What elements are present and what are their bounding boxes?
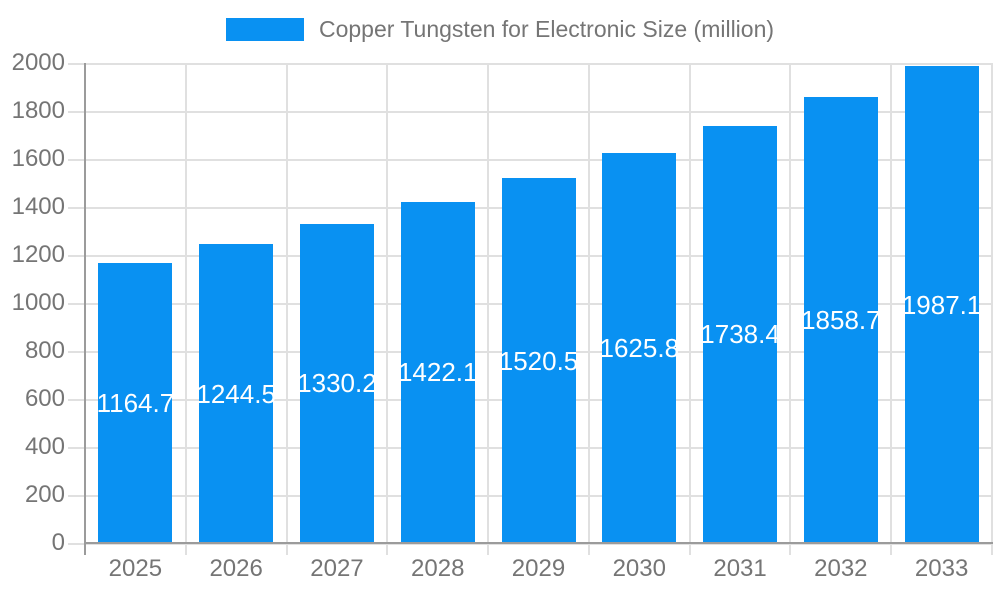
bar-value-label: 1520.5: [498, 345, 579, 376]
gridline-vertical: [184, 63, 187, 555]
x-axis-label: 2030: [612, 555, 666, 582]
x-axis-line: [84, 542, 993, 544]
y-axis-label: 2000: [11, 49, 65, 76]
y-axis-label: 400: [24, 433, 65, 460]
bar-2029[interactable]: [501, 178, 576, 543]
y-axis-line: [84, 63, 86, 555]
x-axis-label: 2029: [511, 555, 566, 582]
y-axis-label: 0: [51, 529, 65, 556]
bar-2025[interactable]: [98, 263, 173, 543]
gridline-vertical: [386, 63, 389, 555]
y-axis-label: 800: [24, 337, 65, 364]
bar-2032[interactable]: [803, 96, 878, 543]
bar-2030[interactable]: [602, 152, 677, 543]
x-axis-label: 2033: [914, 555, 969, 582]
bar-value-label: 1164.7: [96, 388, 175, 419]
y-axis-label: 1200: [11, 241, 65, 268]
gridline-vertical: [991, 63, 993, 555]
bar-value-label: 1987.1: [901, 289, 982, 320]
y-axis-label: 1600: [11, 145, 65, 172]
x-axis-label: 2027: [310, 555, 364, 582]
x-axis-label: 2031: [713, 555, 767, 582]
legend: Copper Tungsten for Electronic Size (mil…: [0, 16, 1000, 43]
gridline-vertical: [487, 63, 490, 555]
bar-2033[interactable]: [904, 66, 979, 543]
gridline-horizontal: [68, 111, 992, 113]
legend-item[interactable]: Copper Tungsten for Electronic Size (mil…: [225, 16, 775, 43]
y-axis-label: 600: [24, 385, 65, 412]
gridline-vertical: [688, 63, 691, 555]
plot-area: 1164.7 1244.5 1330.2 1422.1 1520.5 1625.8 1738…: [68, 63, 993, 581]
bar-value-label: 1422.1: [397, 357, 478, 388]
gridline-horizontal: [68, 159, 992, 161]
gridline-horizontal: [68, 543, 992, 545]
bar-value-label: 1330.2: [297, 368, 377, 399]
bar-value-label: 1738.4: [700, 319, 780, 350]
gridline-vertical: [285, 63, 288, 555]
legend-label: Copper Tungsten for Electronic Size (mil…: [318, 16, 775, 42]
bar-value-label: 1244.5: [196, 378, 276, 409]
x-axis-label: 2028: [411, 555, 465, 582]
bar-value-label: 1858.7: [801, 304, 881, 335]
x-axis-label: 2025: [108, 555, 163, 582]
x-axis-label: 2032: [814, 555, 868, 582]
y-axis-label: 200: [24, 481, 65, 508]
bar-value-label: 1625.8: [599, 332, 680, 363]
bar-2028[interactable]: [400, 201, 475, 543]
bar-2026[interactable]: [199, 244, 274, 543]
gridline-vertical: [587, 63, 590, 555]
gridline-vertical: [890, 63, 893, 555]
y-axis-label: 1000: [11, 289, 65, 316]
legend-swatch: [225, 18, 304, 41]
gridline-vertical: [789, 63, 792, 555]
gridline-horizontal: [68, 63, 992, 65]
bar-2031[interactable]: [703, 125, 778, 543]
x-axis-label: 2026: [209, 555, 263, 582]
bar-2027[interactable]: [299, 223, 374, 543]
y-axis-label: 1400: [11, 193, 65, 220]
y-axis-label: 1800: [11, 97, 65, 124]
